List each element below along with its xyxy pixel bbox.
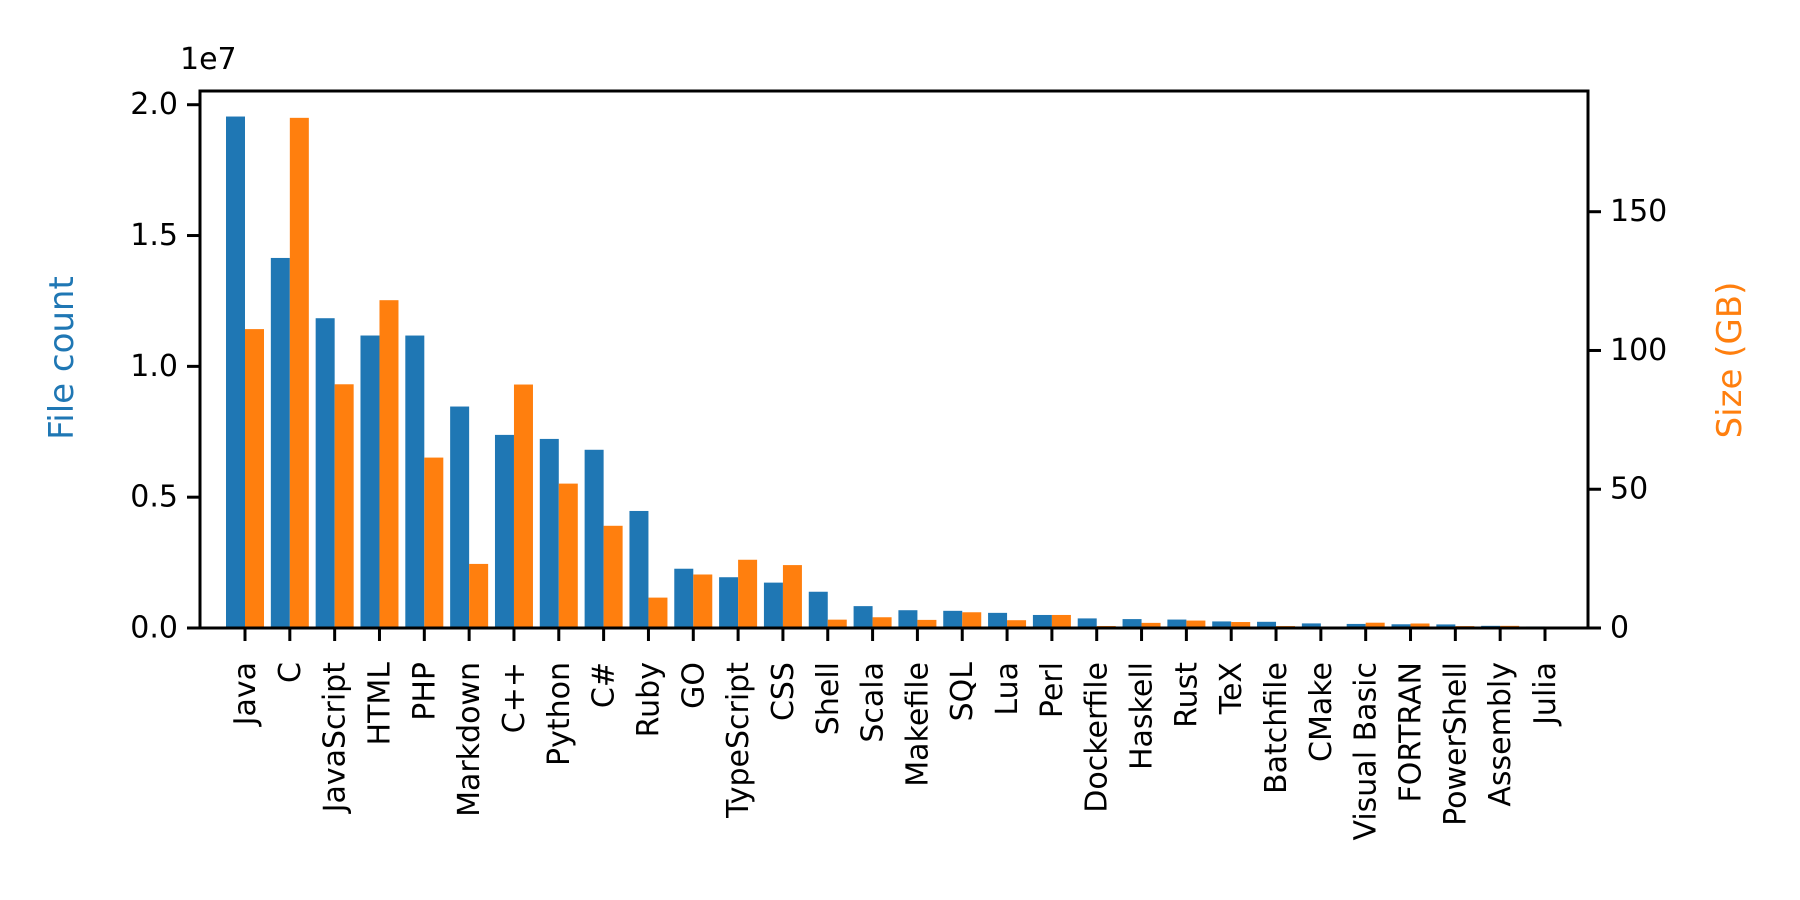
y-right-tick-label: 0 xyxy=(1610,611,1629,646)
x-label-html: HTML xyxy=(362,662,397,746)
bar-size-sql xyxy=(962,612,982,628)
bar-file-count-haskell xyxy=(1122,619,1142,628)
x-label-python: Python xyxy=(542,662,577,766)
bar-size-typescript xyxy=(738,559,758,628)
bar-file-count-c xyxy=(270,257,290,628)
bar-file-count-css xyxy=(763,582,783,628)
x-label-markdown: Markdown xyxy=(452,662,487,817)
bar-size-php xyxy=(424,457,444,628)
bar-file-count-php xyxy=(405,335,425,628)
bar-size-java xyxy=(245,329,264,628)
x-label-shell: Shell xyxy=(811,662,846,735)
bar-size-css xyxy=(782,565,802,628)
bar-size-go xyxy=(693,574,713,628)
bar-file-count-go xyxy=(674,568,694,628)
bar-file-count-typescript xyxy=(719,577,739,628)
bar-file-count-rust xyxy=(1167,619,1187,628)
bar-size-shell xyxy=(827,619,847,628)
bar-size-makefile xyxy=(917,619,937,628)
bar-size-haskell xyxy=(1141,622,1161,628)
bar-size-markdown xyxy=(469,563,489,628)
x-label-go: GO xyxy=(676,662,711,709)
y-left-tick-label: 0.0 xyxy=(130,611,178,646)
bar-file-count-c xyxy=(494,434,514,628)
bar-file-count-sql xyxy=(943,610,963,628)
bar-file-count-html xyxy=(360,335,380,628)
x-label-cmake: CMake xyxy=(1304,662,1339,762)
bar-size-ruby xyxy=(648,597,668,628)
bar-file-count-tex xyxy=(1212,621,1232,628)
bar-file-count-cmake xyxy=(1301,623,1321,628)
x-label-javascript: JavaScript xyxy=(318,662,353,815)
bar-file-count-markdown xyxy=(450,406,470,628)
x-label-assembly: Assembly xyxy=(1483,662,1518,807)
axis-offset-text: 1e7 xyxy=(180,42,237,77)
x-label-c: C++ xyxy=(497,662,532,733)
right-axis-title: Size (GB) xyxy=(1710,281,1750,439)
x-label-scala: Scala xyxy=(856,662,891,743)
x-label-ruby: Ruby xyxy=(631,662,666,737)
x-label-julia: Julia xyxy=(1528,662,1563,727)
x-label-visual-basic: Visual Basic xyxy=(1349,662,1384,841)
bar-file-count-shell xyxy=(808,591,828,628)
bar-file-count-batchfile xyxy=(1257,621,1277,628)
x-label-fortran: FORTRAN xyxy=(1394,662,1429,802)
y-left-tick-label: 2.0 xyxy=(130,87,178,122)
x-label-c: C# xyxy=(587,662,622,708)
x-label-php: PHP xyxy=(407,662,442,721)
y-left-tick-label: 1.5 xyxy=(130,218,178,253)
x-label-powershell: PowerShell xyxy=(1438,662,1473,826)
bar-size-tex xyxy=(1231,622,1251,628)
bar-size-html xyxy=(379,300,399,628)
bar-file-count-powershell xyxy=(1436,624,1456,628)
bar-size-fortran xyxy=(1410,623,1430,628)
bar-file-count-lua xyxy=(988,612,1008,628)
bar-size-visual-basic xyxy=(1365,622,1385,628)
bar-file-count-ruby xyxy=(629,510,649,628)
bar-file-count-fortran xyxy=(1391,624,1411,628)
bar-file-count-java xyxy=(226,116,245,628)
bar-file-count-c xyxy=(584,449,604,628)
bar-size-scala xyxy=(872,617,892,628)
y-right-tick-label: 50 xyxy=(1610,472,1648,507)
bar-size-lua xyxy=(1007,620,1027,628)
y-right-tick-label: 100 xyxy=(1610,333,1667,368)
bar-size-python xyxy=(558,483,578,628)
x-label-rust: Rust xyxy=(1169,662,1204,728)
x-label-perl: Perl xyxy=(1035,662,1070,718)
y-left-tick-label: 0.5 xyxy=(130,480,178,515)
bar-size-c xyxy=(513,384,533,628)
bar-file-count-perl xyxy=(1032,614,1052,628)
x-label-sql: SQL xyxy=(945,662,980,722)
bar-file-count-python xyxy=(539,438,559,628)
bar-size-c xyxy=(289,117,309,628)
x-label-css: CSS xyxy=(766,662,801,721)
bar-size-c xyxy=(603,525,623,628)
x-label-lua: Lua xyxy=(990,662,1025,716)
bar-file-count-javascript xyxy=(315,318,335,628)
x-label-c: C xyxy=(273,662,308,683)
x-label-batchfile: Batchfile xyxy=(1259,662,1294,794)
bar-size-rust xyxy=(1186,620,1206,628)
bar-file-count-visual-basic xyxy=(1346,623,1366,628)
x-label-makefile: Makefile xyxy=(900,662,935,787)
bar-size-javascript xyxy=(334,384,354,628)
y-left-tick-label: 1.0 xyxy=(130,349,178,384)
y-right-tick-label: 150 xyxy=(1610,194,1667,229)
bar-file-count-scala xyxy=(853,606,873,628)
left-axis-title: File count xyxy=(42,276,82,440)
x-label-dockerfile: Dockerfile xyxy=(1080,662,1115,813)
bar-file-count-dockerfile xyxy=(1077,618,1097,628)
x-label-typescript: TypeScript xyxy=(721,662,756,819)
x-label-haskell: Haskell xyxy=(1125,662,1160,770)
bar-size-perl xyxy=(1051,614,1071,628)
x-label-java: Java xyxy=(228,662,263,727)
bar-file-count-makefile xyxy=(898,610,918,628)
x-label-tex: TeX xyxy=(1214,662,1249,715)
